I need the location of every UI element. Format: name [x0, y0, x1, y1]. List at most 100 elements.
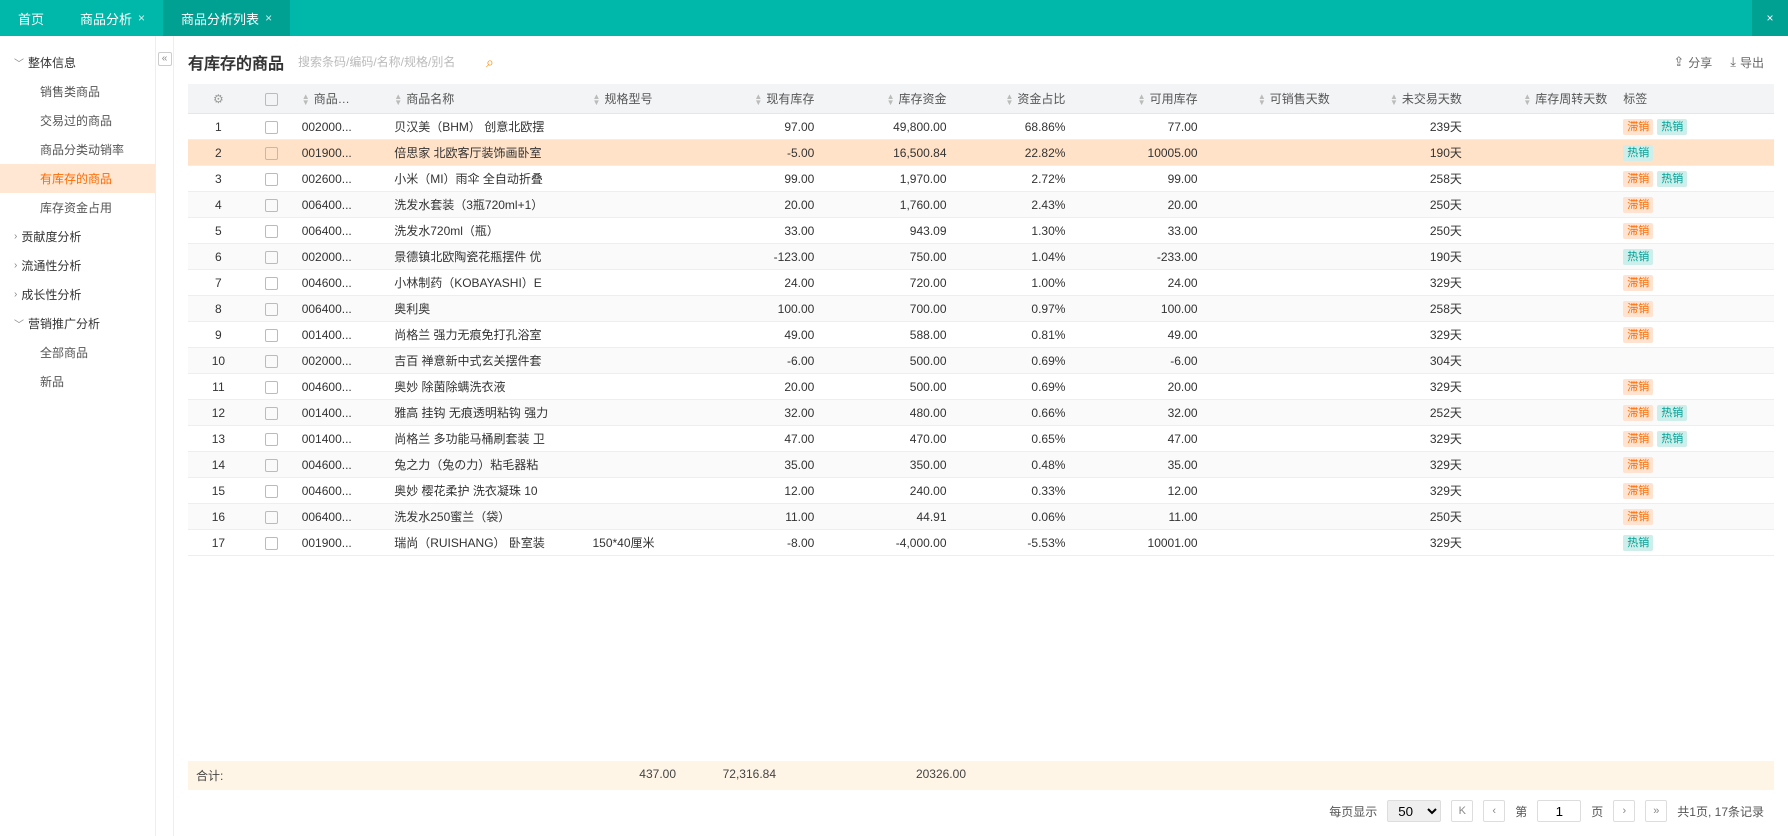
- row-checkbox[interactable]: [265, 225, 278, 238]
- col-header-label: 商品…: [314, 92, 350, 106]
- cell-tdays: [1470, 530, 1615, 556]
- col-header-spec[interactable]: ▲▼规格型号: [584, 84, 690, 114]
- table-row[interactable]: 4006400...洗发水套装（3瓶720ml+1）20.001,760.002…: [188, 192, 1774, 218]
- col-header-ndays[interactable]: ▲▼未交易天数: [1338, 84, 1470, 114]
- sidebar-collapse-button[interactable]: «: [158, 52, 172, 66]
- sidebar-item-4-0[interactable]: 全部商品: [0, 338, 155, 367]
- close-icon[interactable]: ×: [138, 11, 145, 25]
- select-all-checkbox[interactable]: [265, 93, 278, 106]
- sidebar-group-3[interactable]: ›成长性分析: [0, 280, 155, 309]
- col-header-fund[interactable]: ▲▼库存资金: [822, 84, 954, 114]
- cell-sdays: [1206, 166, 1338, 192]
- row-checkbox[interactable]: [265, 121, 278, 134]
- tab-0[interactable]: 首页: [0, 0, 62, 36]
- cell-code: 001900...: [294, 530, 387, 556]
- table-row[interactable]: 6002000...景德镇北欧陶瓷花瓶摆件 优-123.00750.001.04…: [188, 244, 1774, 270]
- table-row[interactable]: 13001400...尚格兰 多功能马桶刷套装 卫47.00470.000.65…: [188, 426, 1774, 452]
- col-header-sdays[interactable]: ▲▼可销售天数: [1206, 84, 1338, 114]
- table-row[interactable]: 2001900...倍思家 北欧客厅装饰画卧室-5.0016,500.8422.…: [188, 140, 1774, 166]
- sidebar-group-0[interactable]: ﹀整体信息: [0, 48, 155, 77]
- table-row[interactable]: 9001400...尚格兰 强力无痕免打孔浴室49.00588.000.81%4…: [188, 322, 1774, 348]
- row-checkbox[interactable]: [265, 303, 278, 316]
- row-checkbox[interactable]: [265, 459, 278, 472]
- col-header-pct[interactable]: ▲▼资金占比: [955, 84, 1074, 114]
- table-row[interactable]: 11004600...奥妙 除菌除螨洗衣液20.00500.000.69%20.…: [188, 374, 1774, 400]
- row-index: 15: [188, 478, 249, 504]
- cell-tags: 滞销: [1615, 296, 1774, 322]
- table-row[interactable]: 5006400...洗发水720ml（瓶）33.00943.091.30%33.…: [188, 218, 1774, 244]
- cell-fund: 588.00: [822, 322, 954, 348]
- row-checkbox[interactable]: [265, 277, 278, 290]
- table-row[interactable]: 16006400...洗发水250蜜兰（袋）11.0044.910.06%11.…: [188, 504, 1774, 530]
- cell-pct: 0.06%: [955, 504, 1074, 530]
- col-header-stock[interactable]: ▲▼现有库存: [690, 84, 822, 114]
- table-row[interactable]: 12001400...雅高 挂钩 无痕透明粘钩 强力32.00480.000.6…: [188, 400, 1774, 426]
- col-header-label: 商品名称: [406, 92, 454, 106]
- col-header-avail[interactable]: ▲▼可用库存: [1073, 84, 1205, 114]
- cell-spec: [584, 296, 690, 322]
- row-checkbox[interactable]: [265, 433, 278, 446]
- row-checkbox[interactable]: [265, 251, 278, 264]
- sidebar-item-4-1[interactable]: 新品: [0, 367, 155, 396]
- row-checkbox[interactable]: [265, 381, 278, 394]
- cell-name: 尚格兰 多功能马桶刷套装 卫: [386, 426, 584, 452]
- table-row[interactable]: 7004600...小林制药（KOBAYASHI）E24.00720.001.0…: [188, 270, 1774, 296]
- table-row[interactable]: 14004600...兔之力（兔の力）粘毛器粘35.00350.000.48%3…: [188, 452, 1774, 478]
- export-button[interactable]: ⤓ 导出: [1730, 54, 1764, 71]
- search-icon[interactable]: ⌕: [486, 54, 494, 71]
- first-page-button[interactable]: K: [1451, 800, 1473, 822]
- table-row[interactable]: 1002000...贝汉美（BHM） 创意北欧摆97.0049,800.0068…: [188, 114, 1774, 140]
- row-index: 1: [188, 114, 249, 140]
- gear-icon[interactable]: ⚙: [213, 92, 224, 106]
- tab-2[interactable]: 商品分析列表×: [163, 0, 290, 36]
- next-page-button[interactable]: ›: [1613, 800, 1635, 822]
- pagination-bar: 每页显示 50 K ‹ 第 页 › » 共1页, 17条记录: [174, 790, 1788, 836]
- search-input[interactable]: [298, 55, 478, 70]
- row-checkbox[interactable]: [265, 511, 278, 524]
- sidebar-item-0-3[interactable]: 有库存的商品: [0, 164, 155, 193]
- share-button[interactable]: ⇪ 分享: [1673, 54, 1712, 71]
- table-row[interactable]: 10002000...吉百 禅意新中式玄关摆件套-6.00500.000.69%…: [188, 348, 1774, 374]
- table-row[interactable]: 3002600...小米（MI）雨伞 全自动折叠99.001,970.002.7…: [188, 166, 1774, 192]
- sidebar-item-0-2[interactable]: 商品分类动销率: [0, 135, 155, 164]
- tabbar-close-all-button[interactable]: ×: [1752, 0, 1788, 36]
- page-input[interactable]: [1537, 800, 1581, 822]
- sidebar-group-4[interactable]: ﹀营销推广分析: [0, 309, 155, 338]
- page-suffix-label: 页: [1591, 803, 1603, 820]
- tab-1[interactable]: 商品分析×: [62, 0, 163, 36]
- sidebar-group-1[interactable]: ›贡献度分析: [0, 222, 155, 251]
- sidebar-group-2[interactable]: ›流通性分析: [0, 251, 155, 280]
- row-checkbox[interactable]: [265, 199, 278, 212]
- cell-fund: 16,500.84: [822, 140, 954, 166]
- sidebar-item-0-4[interactable]: 库存资金占用: [0, 193, 155, 222]
- sidebar-item-0-0[interactable]: 销售类商品: [0, 77, 155, 106]
- table-row[interactable]: 17001900...瑞尚（RUISHANG） 卧室装150*40厘米-8.00…: [188, 530, 1774, 556]
- table-row[interactable]: 8006400...奥利奥100.00700.000.97%100.00258天…: [188, 296, 1774, 322]
- row-checkbox[interactable]: [265, 329, 278, 342]
- row-index: 10: [188, 348, 249, 374]
- prev-page-button[interactable]: ‹: [1483, 800, 1505, 822]
- last-page-button[interactable]: »: [1645, 800, 1667, 822]
- col-header-code[interactable]: ▲▼商品…: [294, 84, 387, 114]
- cell-pct: 0.97%: [955, 296, 1074, 322]
- cell-code: 004600...: [294, 478, 387, 504]
- col-header-label: 标签: [1623, 92, 1647, 106]
- row-checkbox[interactable]: [265, 147, 278, 160]
- sidebar-group-label: 营销推广分析: [28, 315, 100, 332]
- per-page-select[interactable]: 50: [1387, 800, 1441, 822]
- row-checkbox[interactable]: [265, 355, 278, 368]
- col-header-tdays[interactable]: ▲▼库存周转天数: [1470, 84, 1615, 114]
- table-scroll[interactable]: ⚙ ▲▼商品…▲▼商品名称▲▼规格型号▲▼现有库存▲▼库存资金▲▼资金占比▲▼可用…: [174, 84, 1788, 755]
- table-row[interactable]: 15004600...奥妙 樱花柔护 洗衣凝珠 1012.00240.000.3…: [188, 478, 1774, 504]
- row-checkbox[interactable]: [265, 173, 278, 186]
- col-header-name[interactable]: ▲▼商品名称: [386, 84, 584, 114]
- row-checkbox[interactable]: [265, 485, 278, 498]
- close-icon[interactable]: ×: [265, 11, 272, 25]
- totals-fund: 72,316.84: [676, 767, 776, 784]
- cell-spec: [584, 478, 690, 504]
- row-checkbox[interactable]: [265, 407, 278, 420]
- sidebar-item-0-1[interactable]: 交易过的商品: [0, 106, 155, 135]
- row-checkbox[interactable]: [265, 537, 278, 550]
- cell-code: 002000...: [294, 244, 387, 270]
- cell-tdays: [1470, 296, 1615, 322]
